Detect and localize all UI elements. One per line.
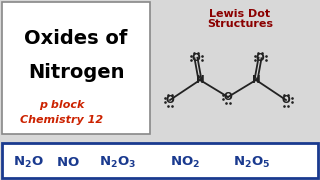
Text: Oxides of: Oxides of [24, 28, 128, 48]
Text: $\mathbf{N_2O_3}$: $\mathbf{N_2O_3}$ [100, 154, 137, 170]
Text: N: N [252, 75, 260, 85]
Text: Structures: Structures [207, 19, 273, 29]
Text: O: O [166, 95, 174, 105]
Text: Lewis Dot: Lewis Dot [209, 9, 271, 19]
Text: O: O [256, 53, 264, 63]
Text: Chemistry 12: Chemistry 12 [20, 115, 104, 125]
Text: O: O [224, 92, 232, 102]
Text: $\mathbf{N_2O}$: $\mathbf{N_2O}$ [13, 154, 43, 170]
Text: p block: p block [39, 100, 85, 110]
Text: O: O [192, 53, 200, 63]
Text: Nitrogen: Nitrogen [28, 62, 124, 82]
FancyBboxPatch shape [2, 2, 150, 134]
Text: $\mathbf{NO_2}$: $\mathbf{NO_2}$ [170, 154, 200, 170]
Text: $\mathbf{NO}$: $\mathbf{NO}$ [56, 156, 80, 168]
Text: N: N [196, 75, 204, 85]
FancyBboxPatch shape [2, 143, 318, 178]
Text: O: O [282, 95, 290, 105]
Text: $\mathbf{N_2O_5}$: $\mathbf{N_2O_5}$ [233, 154, 271, 170]
